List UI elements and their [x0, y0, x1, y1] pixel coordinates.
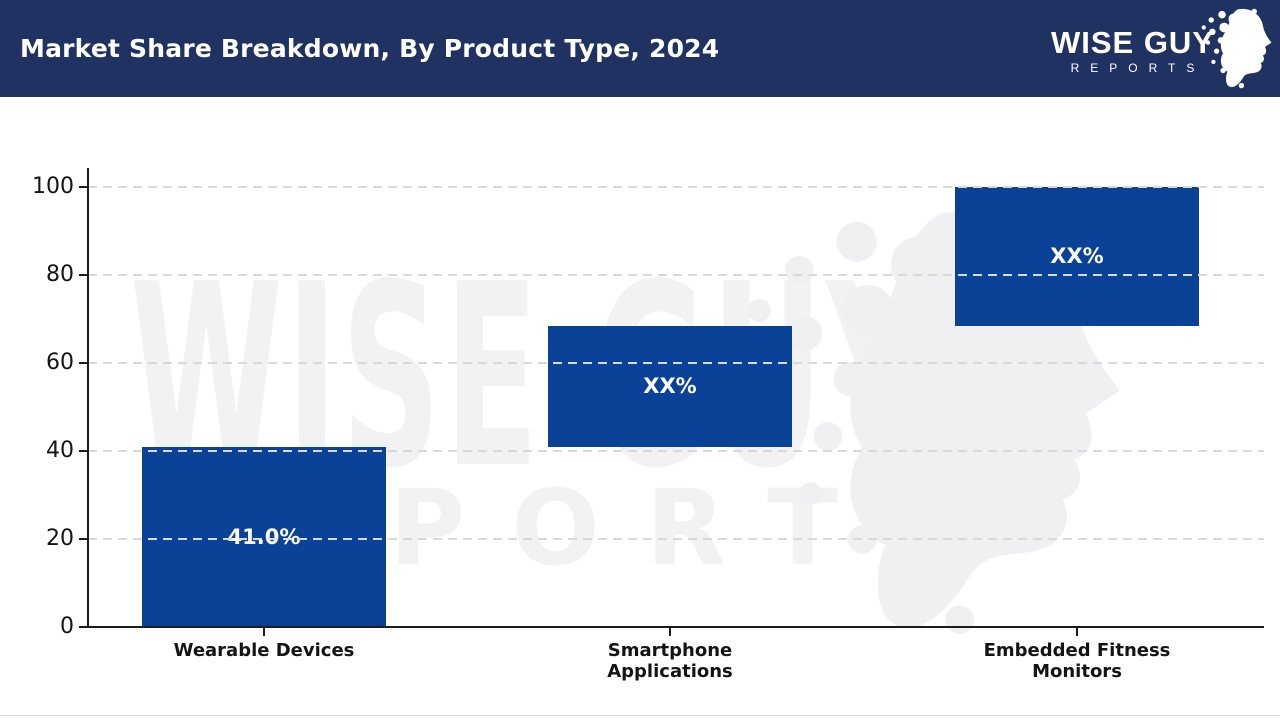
bar-1: XX% [548, 325, 792, 447]
wiseguy-logo-head-icon [1201, 8, 1272, 89]
wiseguy-logo: WISE GUY REPORTS [1051, 4, 1274, 94]
x-tick-mark-2 [1076, 628, 1078, 636]
y-tick-label-40: 40 [46, 438, 74, 463]
y-tick-label-0: 0 [60, 614, 74, 639]
header-bar: Market Share Breakdown, By Product Type,… [0, 0, 1280, 97]
y-tick-mark-20 [79, 538, 87, 540]
bar-value-label: XX% [1050, 244, 1104, 269]
y-tick-label-20: 20 [46, 526, 74, 551]
y-tick-mark-100 [79, 186, 87, 188]
page-title: Market Share Breakdown, By Product Type,… [20, 34, 720, 63]
gridline-100 [88, 186, 1264, 188]
x-tick-mark-0 [263, 628, 265, 636]
bottom-divider [0, 715, 1280, 716]
x-category-label-2: Embedded Fitness Monitors [983, 640, 1171, 682]
gridline-60 [88, 362, 1264, 364]
gridline-20 [88, 538, 1264, 540]
y-tick-mark-0 [79, 626, 87, 628]
logo-brand-subtitle: REPORTS [1070, 61, 1206, 76]
y-tick-label-100: 100 [32, 174, 74, 199]
y-tick-label-80: 80 [46, 262, 74, 287]
x-axis-line [87, 626, 1264, 628]
y-tick-mark-60 [79, 362, 87, 364]
y-tick-mark-80 [79, 274, 87, 276]
bar-0: 41.0% [142, 446, 386, 627]
x-category-label-1: Smartphone Applications [607, 640, 733, 682]
y-tick-mark-40 [79, 450, 87, 452]
gridline-80 [88, 274, 1264, 276]
gridline-40 [88, 450, 1264, 452]
wiseguy-logo-text: WISE GUY REPORTS [1050, 24, 1214, 76]
bar-value-label: 41.0% [227, 524, 301, 549]
x-tick-mark-1 [669, 628, 671, 636]
y-tick-label-60: 60 [46, 350, 74, 375]
x-category-label-0: Wearable Devices [173, 640, 355, 661]
logo-brand-name: WISE GUY [1050, 24, 1214, 60]
y-axis-line [87, 168, 89, 628]
bar-value-label: XX% [643, 374, 697, 399]
bar-2: XX% [955, 187, 1199, 326]
